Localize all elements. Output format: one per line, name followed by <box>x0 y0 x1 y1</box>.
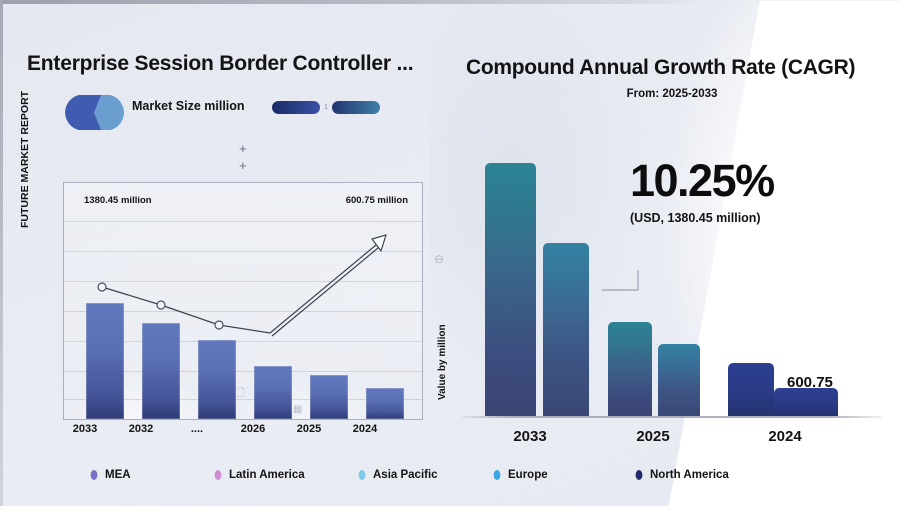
minus-circle-icon: ⊖ <box>434 252 445 266</box>
y-axis-title-left: FUTURE MARKET REPORT <box>19 90 31 228</box>
gridline <box>64 311 422 312</box>
rx-tick-2025: 2025 <box>636 428 670 445</box>
rbar-2033-secondary <box>543 243 589 416</box>
gridline <box>64 251 422 252</box>
cagr-title: Compound Annual Growth Rate (CAGR) <box>466 56 856 79</box>
legend-item-asia-pacific[interactable]: Asia Pacific <box>358 469 493 481</box>
trend-line-overlay <box>97 234 387 337</box>
legend-dot-icon <box>358 470 366 480</box>
corner-bracket-icon <box>602 270 639 291</box>
legend-item-latin-america[interactable]: Latin America <box>214 469 358 481</box>
gridline <box>64 281 422 282</box>
right-chart-baseline <box>462 416 882 418</box>
legend-label: North America <box>650 469 729 481</box>
x-tick-ellipsis: .... <box>190 423 204 435</box>
legend-label: Latin America <box>229 469 305 481</box>
rbar-2025-secondary <box>658 344 700 416</box>
panel-left-edge <box>0 0 3 506</box>
left-market-size-chart: 1380.45 million 600.75 million 🗋 ▦ <box>63 182 423 420</box>
legend-dot-icon <box>90 470 98 480</box>
pill-separator: 1 <box>324 104 328 111</box>
rvalue-600: 600.75 <box>787 374 833 391</box>
x-tick-2026: 2026 <box>240 423 266 435</box>
gridline <box>64 399 422 400</box>
gridline <box>64 371 422 372</box>
rx-tick-2024: 2024 <box>768 428 802 445</box>
document-icon: 🗋 <box>237 388 246 399</box>
x-tick-2032: 2032 <box>128 423 154 435</box>
panel-top-edge <box>0 0 900 4</box>
legend-label: Asia Pacific <box>373 469 438 481</box>
legend-dot-icon <box>214 470 222 480</box>
value-label-right: 600.75 million <box>345 195 408 206</box>
legend: MEA Latin America Asia Pacific Europe No… <box>90 466 729 484</box>
bar-2025 <box>310 375 348 419</box>
legend-dot-icon <box>493 470 501 480</box>
x-tick-2033: 2033 <box>72 423 98 435</box>
legend-item-mea[interactable]: MEA <box>90 469 214 481</box>
value-label-left: 1380.45 million <box>84 195 152 206</box>
x-tick-2024: 2024 <box>352 423 378 435</box>
legend-label: MEA <box>105 469 131 481</box>
rbar-2024-secondary <box>774 388 838 416</box>
pill-badge-primary <box>272 101 320 114</box>
legend-dot-icon <box>635 470 643 480</box>
pill-badge-secondary <box>331 101 380 114</box>
rbar-2024-primary <box>728 363 774 416</box>
bar-dots <box>198 340 236 419</box>
bar-2032 <box>142 323 180 419</box>
y-axis-title-right: Value by million <box>437 324 448 400</box>
legend-item-north-america[interactable]: North America <box>635 469 729 481</box>
brand-label: Market Size million <box>132 99 245 113</box>
up-arrow-annotation-icon <box>269 234 387 337</box>
legend-item-europe[interactable]: Europe <box>493 469 635 481</box>
gridline <box>64 341 422 342</box>
bar-2026 <box>254 366 292 419</box>
rbar-2025-primary <box>608 322 652 416</box>
cagr-note: (USD, 1380.45 million) <box>630 211 761 225</box>
bar-2024 <box>366 388 404 419</box>
gridline <box>64 221 422 222</box>
plus-marks-decoration: + + <box>239 140 247 174</box>
plus-icon: + <box>239 141 247 156</box>
rx-tick-2033: 2033 <box>513 428 547 445</box>
chart-icon: ▦ <box>293 404 303 415</box>
hexagon-split-icon <box>63 94 126 131</box>
legend-label: Europe <box>508 469 548 481</box>
pill-badge-group: 1 <box>272 101 380 114</box>
cagr-subtitle: From: 2025-2033 <box>626 88 718 100</box>
rbar-2033-primary <box>485 163 536 416</box>
bar-2033 <box>86 303 124 419</box>
page-title: Enterprise Session Border Controller ... <box>27 52 414 75</box>
x-tick-2025: 2025 <box>296 423 322 435</box>
bar-group <box>64 204 422 419</box>
plus-icon: + <box>239 158 247 173</box>
cagr-value: 10.25% <box>630 155 775 206</box>
